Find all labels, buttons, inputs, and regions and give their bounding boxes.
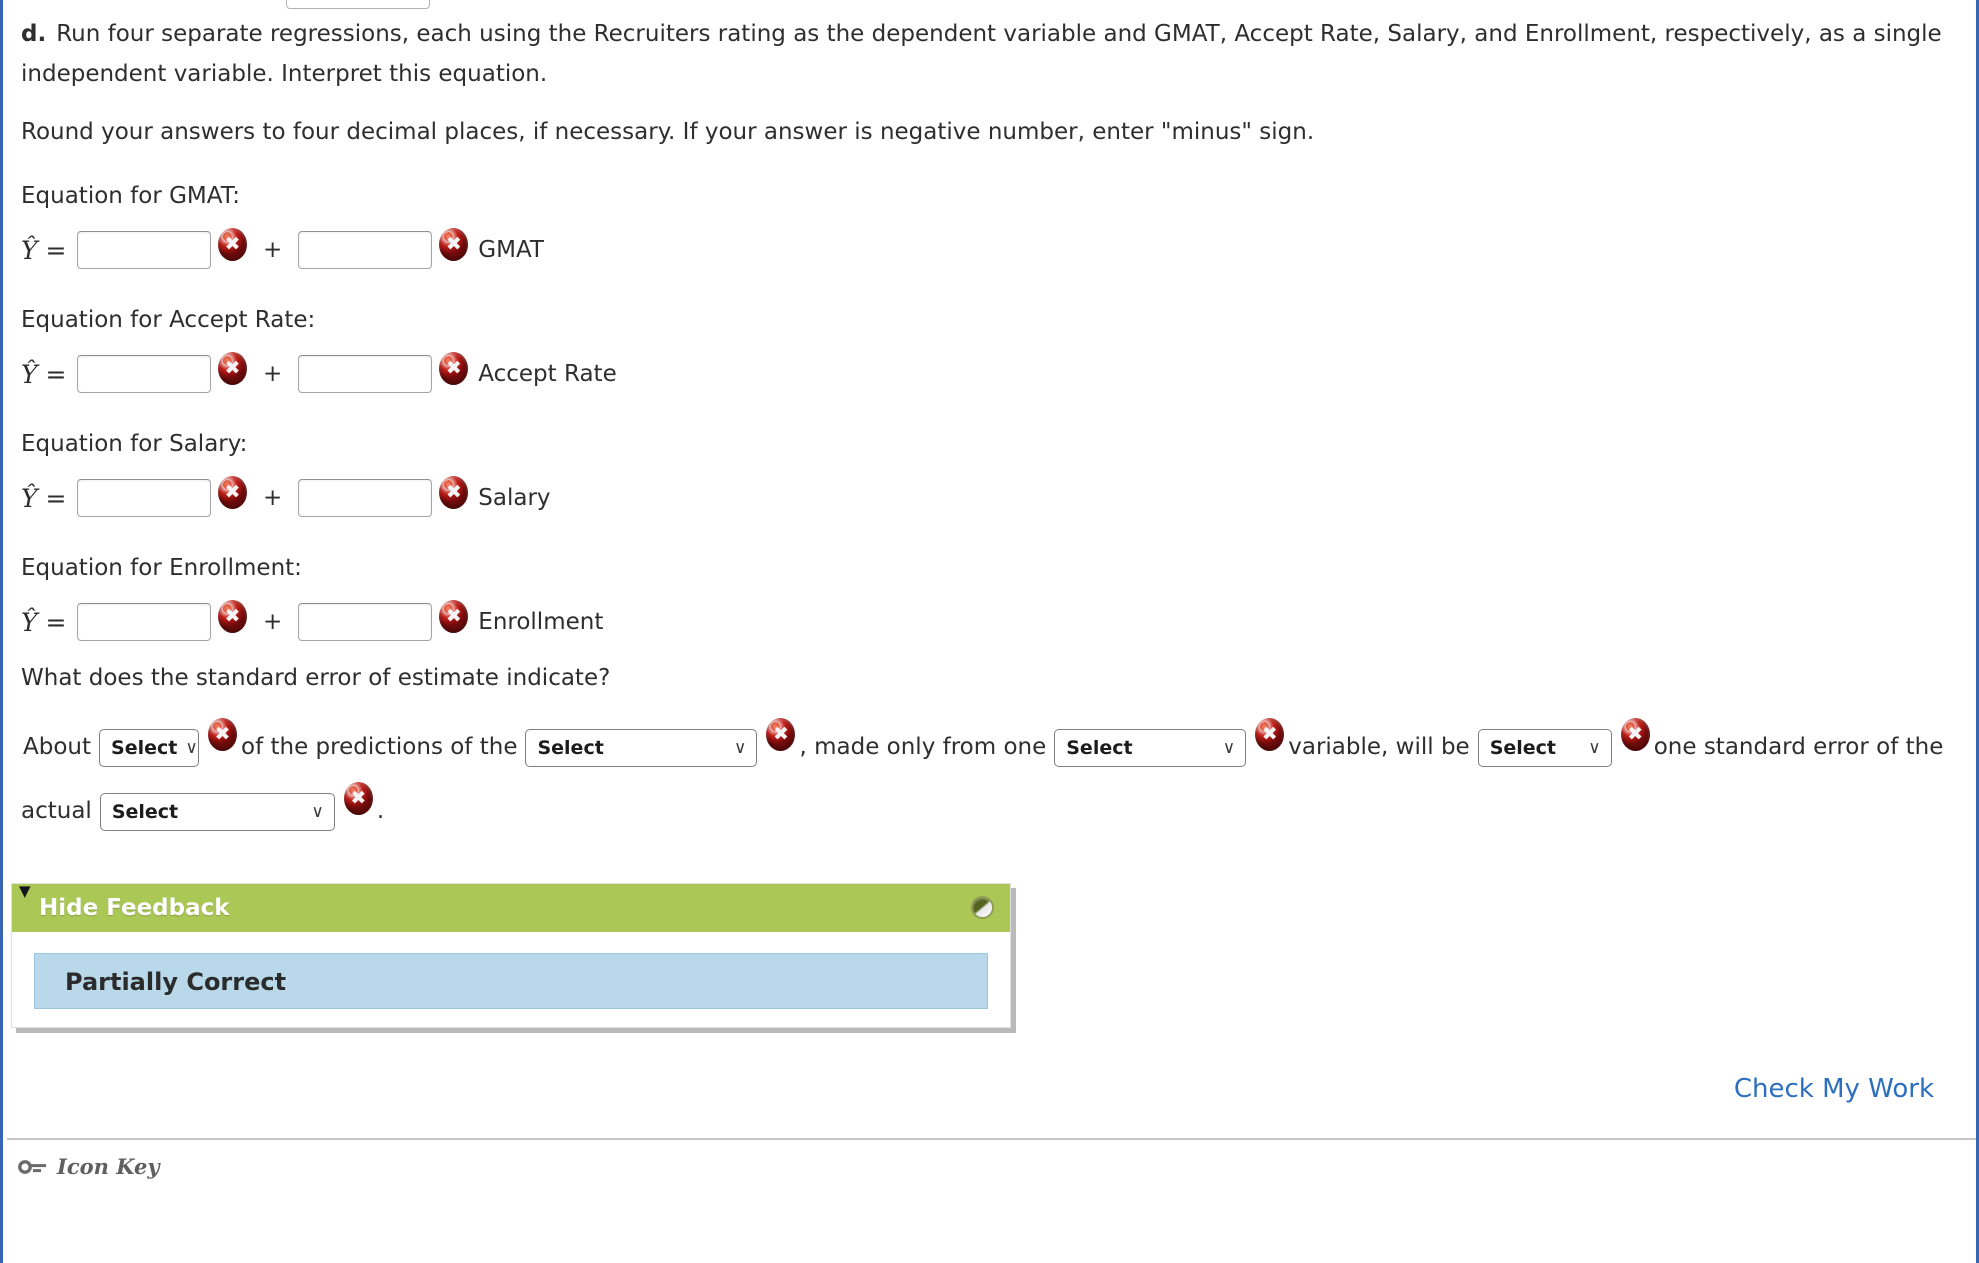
variable-label-enrollment: Enrollment — [478, 609, 604, 635]
plus-sign: + — [263, 485, 283, 511]
standard-error-sentence: About Select of the predictions of the Sele… — [21, 715, 1956, 843]
slope-input-gmat[interactable] — [298, 231, 433, 269]
standard-error-question: What does the standard error of estimate… — [21, 665, 611, 691]
equation-row-enrollment: Ŷ = + Enrollment — [21, 596, 1956, 648]
se-independent-variable-select[interactable]: Select — [1054, 728, 1247, 767]
sentence-segment: variable, will be — [1288, 734, 1470, 760]
y-hat-symbol: Ŷ = — [21, 483, 67, 513]
variable-label-gmat: GMAT — [478, 237, 544, 263]
error-icon — [343, 782, 373, 815]
sentence-segment: of the predictions of the — [241, 734, 518, 760]
question-prompt-text: Run four separate regressions, each usin… — [21, 21, 1942, 87]
chevron-down-icon — [734, 716, 746, 780]
error-icon — [439, 475, 469, 509]
error-icon — [439, 227, 469, 261]
feedback-status-badge: Partially Correct — [34, 953, 988, 1009]
error-icon — [218, 475, 247, 509]
error-icon — [218, 227, 247, 261]
equation-label-accept-rate: Equation for Accept Rate: — [21, 307, 316, 333]
chevron-down-icon — [1588, 716, 1600, 780]
check-my-work-row: Check My Work — [3, 1074, 1976, 1104]
equation-label-gmat: Equation for GMAT: — [21, 183, 240, 209]
slope-input-enrollment[interactable] — [298, 603, 433, 641]
equation-label-salary: Equation for Salary: — [21, 431, 248, 457]
plus-sign: + — [263, 361, 283, 387]
intercept-input-salary[interactable] — [77, 479, 211, 517]
error-icon — [766, 718, 796, 751]
chevron-down-icon — [311, 780, 323, 844]
check-my-work-link[interactable]: Check My Work — [1733, 1074, 1934, 1104]
icon-key-label: Icon Key — [57, 1154, 160, 1179]
error-icon — [218, 351, 247, 385]
chevron-down-icon — [185, 716, 197, 780]
chevron-down-icon — [1223, 716, 1235, 780]
sentence-segment: About — [23, 734, 92, 760]
equation-row-accept-rate: Ŷ = + Accept Rate — [21, 348, 1956, 400]
error-icon — [1255, 718, 1285, 751]
slope-input-accept-rate[interactable] — [298, 355, 433, 393]
sentence-segment: one standard error of the actual — [21, 734, 1944, 824]
se-proportion-select[interactable]: Select — [99, 728, 200, 767]
question-part-label: d. — [21, 21, 47, 47]
y-hat-symbol: Ŷ = — [21, 235, 67, 265]
hide-feedback-label: Hide Feedback — [39, 895, 230, 921]
slope-input-salary[interactable] — [298, 479, 433, 517]
y-hat-symbol: Ŷ = — [21, 359, 67, 389]
intercept-input-enrollment[interactable] — [77, 603, 211, 641]
se-actual-value-select[interactable]: Select — [99, 792, 335, 831]
error-icon — [439, 351, 469, 385]
icon-key-link[interactable]: Icon Key — [17, 1154, 177, 1179]
error-icon — [218, 599, 247, 633]
feedback-panel: Hide Feedback Partially Correct — [11, 883, 1011, 1028]
se-dependent-variable-select[interactable]: Select — [525, 728, 758, 767]
hide-feedback-toggle[interactable]: Hide Feedback — [12, 884, 1010, 932]
equation-label-enrollment: Equation for Enrollment: — [21, 555, 302, 581]
equation-row-gmat: Ŷ = + GMAT — [21, 224, 1956, 276]
sentence-segment: . — [376, 798, 385, 824]
key-icon — [18, 1159, 46, 1174]
collapse-triangle-icon — [19, 884, 31, 899]
y-hat-symbol: Ŷ = — [21, 607, 67, 637]
question-content: d. Run four separate regressions, each us… — [3, 0, 1976, 843]
variable-label-accept-rate: Accept Rate — [478, 361, 617, 387]
sentence-segment: , made only from one — [799, 734, 1047, 760]
variable-label-salary: Salary — [478, 485, 551, 511]
error-icon — [208, 718, 238, 751]
se-within-select[interactable]: Select — [1477, 728, 1612, 767]
equation-row-salary: Ŷ = + Salary — [21, 472, 1956, 524]
previous-answer-input-partial[interactable] — [286, 0, 430, 9]
plus-sign: + — [263, 237, 283, 263]
question-prompt: d. Run four separate regressions, each us… — [21, 14, 1956, 94]
feedback-body: Partially Correct — [12, 932, 1010, 1027]
rounding-note: Round your answers to four decimal place… — [21, 119, 1315, 145]
error-icon — [439, 599, 469, 633]
error-icon — [1620, 718, 1650, 751]
intercept-input-gmat[interactable] — [77, 231, 211, 269]
footer-divider — [7, 1138, 1976, 1140]
partial-credit-icon — [971, 896, 994, 919]
plus-sign: + — [263, 609, 283, 635]
intercept-input-accept-rate[interactable] — [77, 355, 211, 393]
